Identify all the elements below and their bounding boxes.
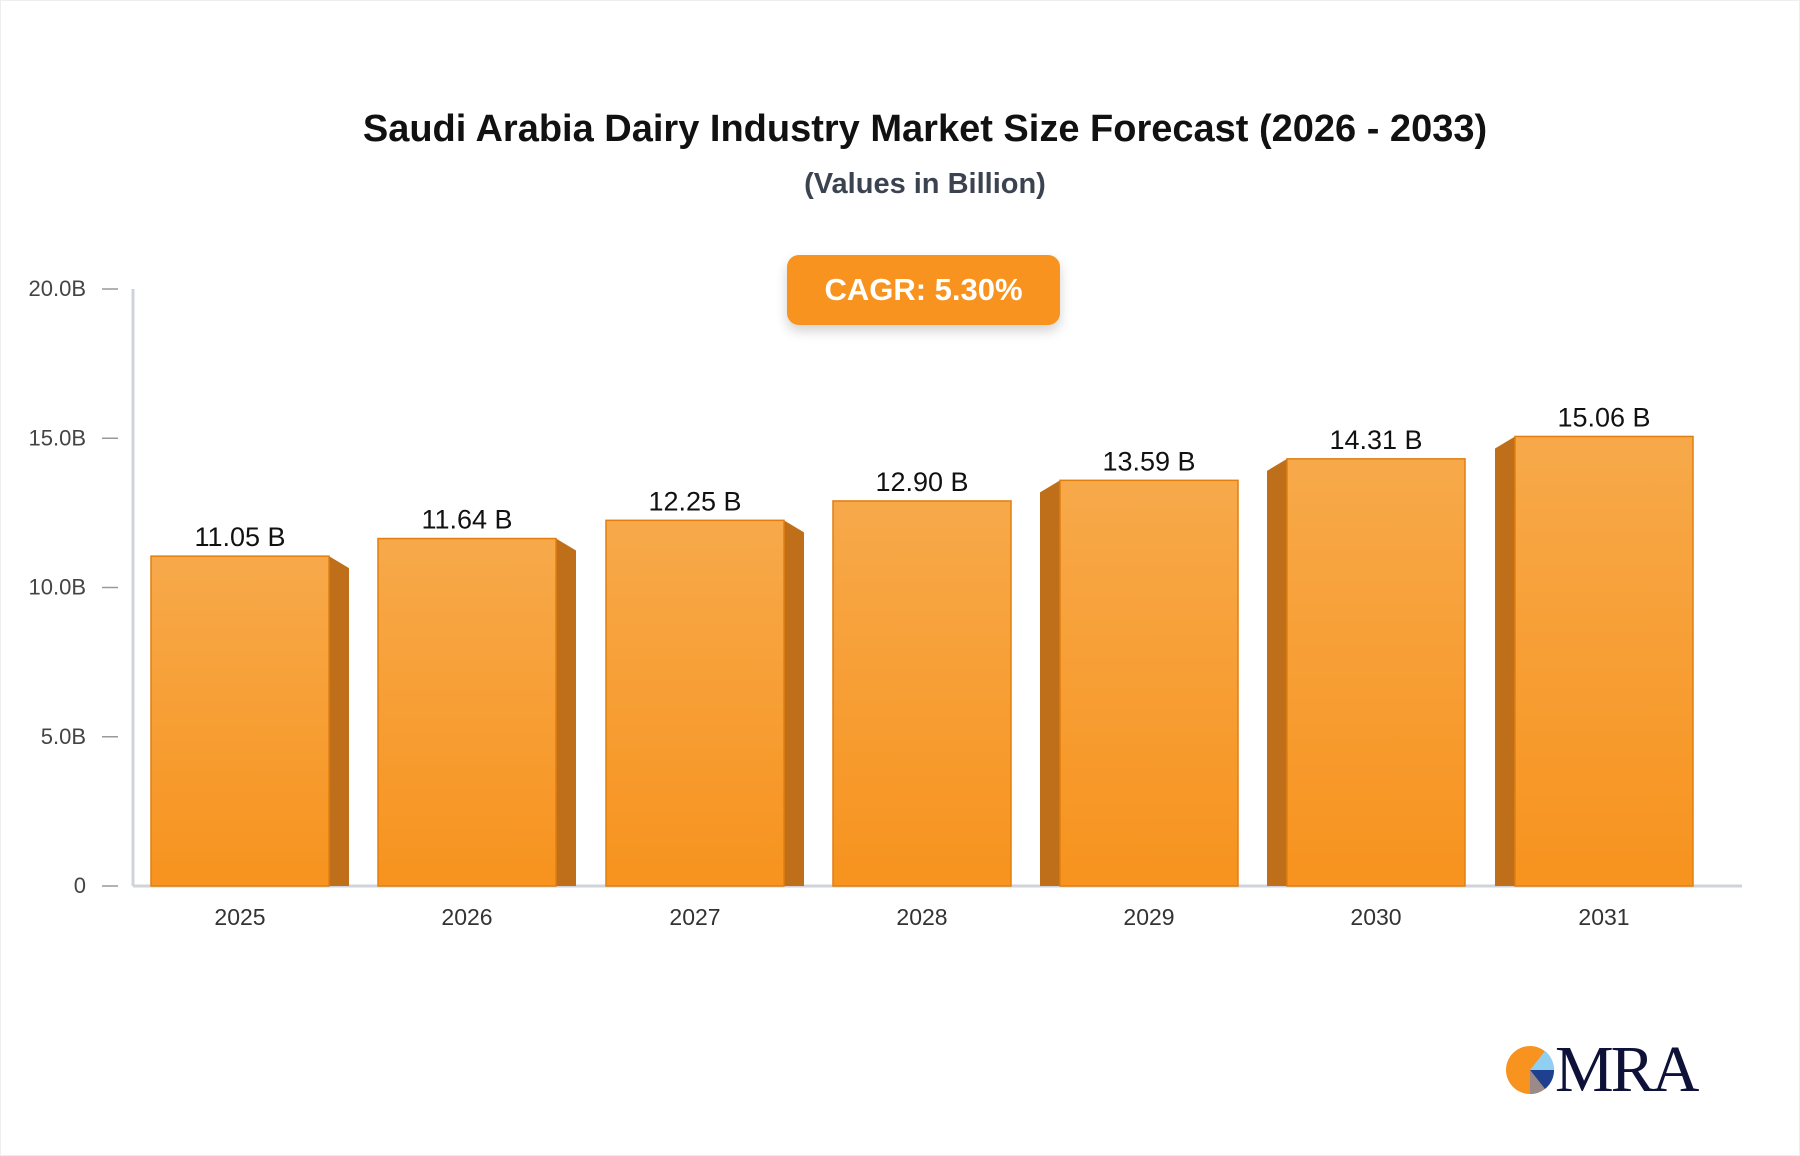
bar-2027 bbox=[605, 519, 785, 887]
x-tick-label: 2027 bbox=[669, 904, 720, 930]
data-label: 13.59 B bbox=[1102, 446, 1195, 476]
chart-title: Saudi Arabia Dairy Industry Market Size … bbox=[362, 108, 1488, 150]
x-tick-label: 2026 bbox=[441, 904, 492, 930]
y-tick-label: 5.0B bbox=[41, 724, 86, 749]
pie-logo-icon bbox=[1506, 1046, 1555, 1095]
bar-2025 bbox=[150, 555, 330, 887]
data-label: 11.05 B bbox=[194, 522, 285, 552]
bar-2028 bbox=[832, 500, 1012, 887]
x-tick-label: 2028 bbox=[896, 904, 947, 930]
data-label: 12.90 B bbox=[875, 467, 968, 497]
y-tick-label: 20.0B bbox=[29, 276, 87, 301]
bar-side bbox=[556, 538, 576, 886]
bar-2026 bbox=[377, 537, 557, 887]
logo-text: MRA bbox=[1555, 1033, 1699, 1106]
data-label: 14.31 B bbox=[1329, 425, 1422, 455]
data-label: 11.64 B bbox=[421, 505, 512, 535]
x-tick-label: 2030 bbox=[1350, 904, 1401, 930]
bar-side bbox=[1267, 458, 1287, 886]
bar-2029 bbox=[1059, 479, 1239, 887]
x-tick-label: 2031 bbox=[1578, 904, 1629, 930]
bar-side bbox=[1495, 436, 1515, 886]
bar-side bbox=[1040, 480, 1060, 886]
mra-logo: MRA bbox=[1505, 1033, 1699, 1106]
cagr-badge: CAGR: 5.30% bbox=[787, 255, 1060, 325]
data-label: 12.25 B bbox=[648, 486, 741, 516]
data-label: 15.06 B bbox=[1557, 402, 1650, 432]
bar-side bbox=[784, 520, 804, 886]
x-tick-label: 2025 bbox=[214, 904, 265, 930]
bar-side bbox=[329, 556, 349, 886]
x-tick-label: 2029 bbox=[1123, 904, 1174, 930]
y-tick-label: 10.0B bbox=[29, 575, 87, 600]
y-tick-label: 0 bbox=[74, 873, 86, 898]
bar-2031 bbox=[1514, 435, 1694, 887]
y-tick-label: 15.0B bbox=[29, 425, 87, 450]
bar-2030 bbox=[1286, 458, 1466, 887]
chart-subtitle: (Values in Billion) bbox=[804, 168, 1046, 200]
